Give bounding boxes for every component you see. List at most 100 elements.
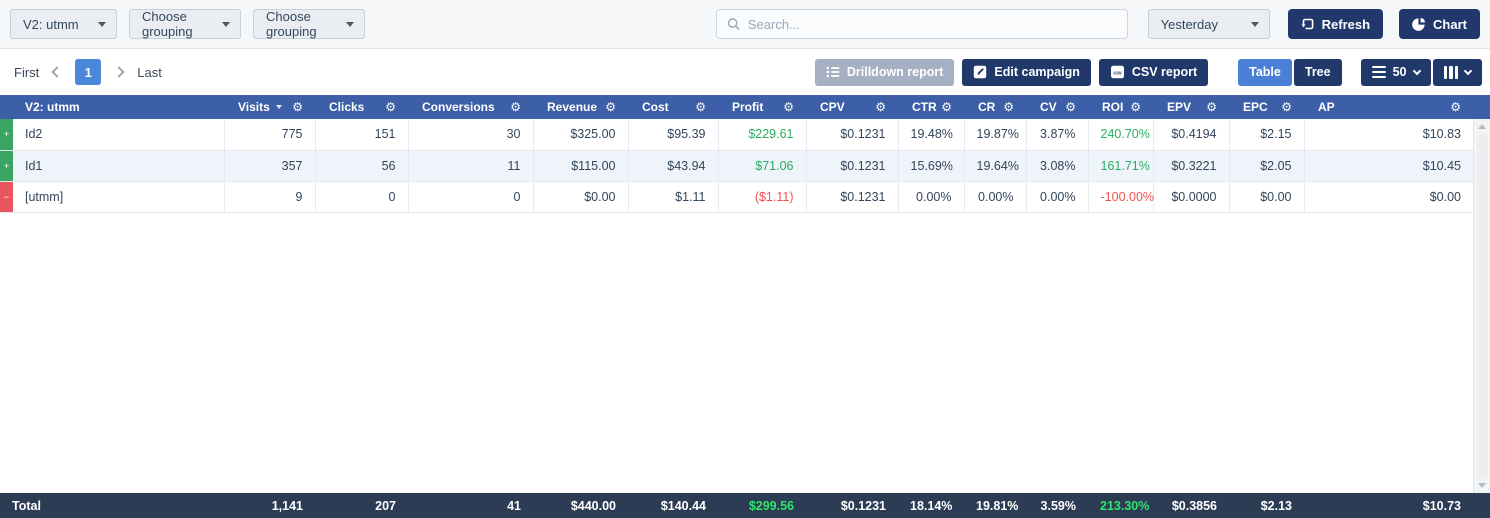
columns-button[interactable] [1432, 58, 1482, 86]
row-name-cell: + Id1 [0, 150, 225, 182]
table-body: + Id2 775 151 30 $325.00 $95.39 $229.61 $0.1231 1… [0, 119, 1490, 493]
column-header-profit[interactable]: Profit ⚙ [718, 95, 806, 119]
gear-icon[interactable]: ⚙ [1450, 100, 1461, 114]
search-input[interactable] [747, 16, 1117, 32]
table-view-button[interactable]: Table [1238, 58, 1292, 86]
gear-icon[interactable]: ⚙ [385, 100, 396, 114]
column-label: CPV [820, 100, 845, 114]
column-header-cpv[interactable]: CPV ⚙ [806, 95, 898, 119]
column-header-epc[interactable]: EPC ⚙ [1229, 95, 1304, 119]
column-header-visits[interactable]: Visits ⚙ [224, 95, 315, 119]
chevron-down-icon [222, 21, 230, 27]
cell-conversions: 0 [408, 181, 534, 213]
action-buttons: Drilldown report Edit campaign csv CSV r… [814, 58, 1482, 86]
scroll-down-icon[interactable] [1478, 483, 1486, 488]
cell-roi: 240.70% [1088, 119, 1154, 151]
gear-icon[interactable]: ⚙ [1206, 100, 1217, 114]
cell-clicks: 0 [315, 181, 409, 213]
cell-cpv: $0.1231 [806, 150, 899, 182]
gear-icon[interactable]: ⚙ [1130, 100, 1141, 114]
column-label: AP [1318, 100, 1335, 114]
chart-label: Chart [1433, 16, 1467, 32]
chevron-down-icon [1250, 21, 1259, 27]
column-label: CTR [912, 100, 937, 114]
csv-report-button[interactable]: csv CSV report [1098, 58, 1209, 86]
cell-epc: $2.15 [1229, 119, 1305, 151]
grouping-select-1[interactable]: Choose grouping [129, 9, 241, 39]
drilldown-report-label: Drilldown report [846, 65, 944, 79]
cell-revenue: $115.00 [533, 150, 629, 182]
column-label: CV [1040, 100, 1057, 114]
column-header-cost[interactable]: Cost ⚙ [628, 95, 718, 119]
tree-view-button[interactable]: Tree [1293, 58, 1342, 86]
columns-icon [1443, 65, 1458, 79]
gear-icon[interactable]: ⚙ [510, 100, 521, 114]
row-name: Id1 [25, 158, 43, 173]
cell-epv: $0.4194 [1153, 119, 1230, 151]
pagination-current-page[interactable]: 1 [75, 59, 102, 85]
column-header-epv[interactable]: EPV ⚙ [1153, 95, 1229, 119]
vertical-scrollbar[interactable] [1473, 119, 1490, 493]
gear-icon[interactable]: ⚙ [875, 100, 886, 114]
status-indicator-plus: + [0, 150, 13, 181]
gear-icon[interactable]: ⚙ [605, 100, 616, 114]
cell-revenue: $325.00 [533, 119, 629, 151]
column-label: EPC [1243, 100, 1268, 114]
status-indicator-minus: − [0, 181, 13, 212]
gear-icon[interactable]: ⚙ [1281, 100, 1292, 114]
column-header-conversions[interactable]: Conversions ⚙ [408, 95, 533, 119]
grouping-select-2[interactable]: Choose grouping [253, 9, 365, 39]
campaign-select[interactable]: V2: utmm [10, 9, 117, 39]
column-header-ap[interactable]: AP ⚙ [1304, 95, 1473, 119]
edit-campaign-button[interactable]: Edit campaign [962, 58, 1091, 86]
column-label: Profit [732, 100, 764, 114]
search-box[interactable] [715, 9, 1128, 39]
campaign-select-value: V2: utmm [23, 16, 79, 32]
chevron-down-icon [1463, 66, 1473, 75]
column-header-name[interactable]: V2: utmm [0, 95, 224, 119]
scrollbar-thumb[interactable] [1476, 133, 1488, 479]
column-label: CR [978, 100, 996, 114]
column-header-revenue[interactable]: Revenue ⚙ [533, 95, 628, 119]
drilldown-report-button[interactable]: Drilldown report [814, 58, 955, 86]
cell-cv: 3.87% [1026, 119, 1089, 151]
cell-ctr: 19.48% [898, 119, 965, 151]
total-cell-clicks: 207 [375, 498, 396, 513]
column-header-clicks[interactable]: Clicks ⚙ [315, 95, 408, 119]
column-label: Cost [642, 100, 669, 114]
table-row[interactable]: + Id1 357 56 11 $115.00 $43.94 $71.06 $0.1231 15.… [0, 150, 1473, 182]
sub-toolbar: First 1 Last Drilldown report Edit campa… [0, 49, 1490, 95]
scroll-up-icon[interactable] [1478, 124, 1486, 129]
table-row[interactable]: + Id2 775 151 30 $325.00 $95.39 $229.61 $0.1231 1… [0, 119, 1473, 151]
top-toolbar: V2: utmm Choose grouping Choose grouping… [0, 0, 1490, 49]
search-icon [727, 18, 740, 31]
page-size-button[interactable]: 50 [1360, 58, 1431, 86]
pagination-first[interactable]: First [14, 64, 40, 80]
date-range-select[interactable]: Yesterday [1147, 9, 1270, 39]
cell-ap: $0.00 [1304, 181, 1473, 213]
chevron-right-icon[interactable] [113, 66, 125, 78]
gear-icon[interactable]: ⚙ [941, 100, 952, 114]
gear-icon[interactable]: ⚙ [1065, 100, 1076, 114]
column-label: Clicks [329, 100, 365, 114]
cell-cv: 3.08% [1026, 150, 1089, 182]
chart-button[interactable]: Chart [1399, 9, 1480, 39]
total-cell-epv: $0.3856 [1171, 498, 1217, 513]
column-header-roi[interactable]: ROI ⚙ [1088, 95, 1153, 119]
gear-icon[interactable]: ⚙ [783, 100, 794, 114]
total-cell-revenue: $440.00 [570, 498, 616, 513]
row-name-cell: + Id2 [0, 119, 225, 151]
table-row[interactable]: − [utmm] 9 0 0 $0.00 $1.11 ($1.11) $0.1231 0.00% 0… [0, 181, 1473, 213]
chevron-left-icon[interactable] [51, 66, 63, 78]
gear-icon[interactable]: ⚙ [1003, 100, 1014, 114]
column-header-cv[interactable]: CV ⚙ [1026, 95, 1088, 119]
total-row: Total 1,141 207 41 $440.00 $140.44 $299.56 $0.1… [0, 493, 1490, 518]
refresh-button[interactable]: Refresh [1287, 9, 1384, 39]
gear-icon[interactable]: ⚙ [695, 100, 706, 114]
gear-icon[interactable]: ⚙ [292, 100, 303, 114]
cell-epc: $0.00 [1229, 181, 1305, 213]
pagination-last[interactable]: Last [137, 64, 162, 80]
cell-cr: 19.64% [964, 150, 1027, 182]
column-header-cr[interactable]: CR ⚙ [964, 95, 1026, 119]
column-header-ctr[interactable]: CTR ⚙ [898, 95, 964, 119]
